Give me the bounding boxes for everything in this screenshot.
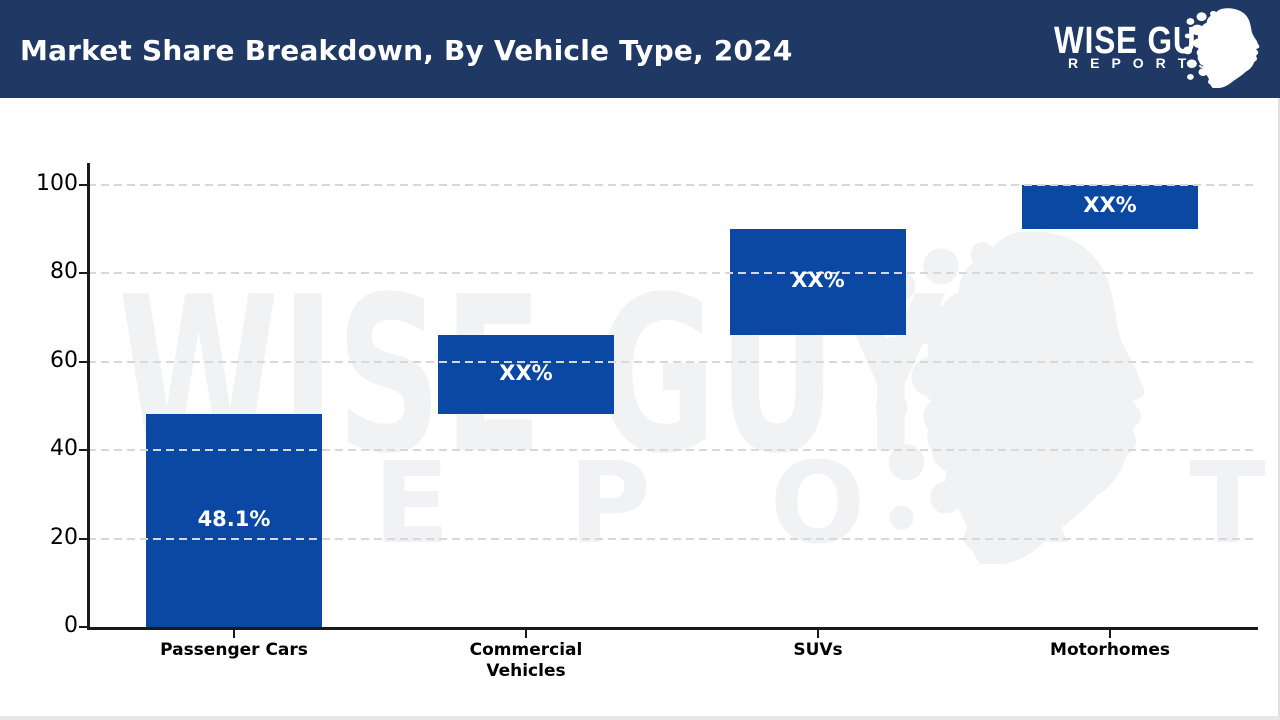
bar-4 [1022, 185, 1198, 230]
x-axis-line [87, 627, 1258, 630]
logo-text-reports: REPORTS [1068, 55, 1220, 71]
right-border [1278, 98, 1280, 716]
y-tick-mark [79, 360, 87, 363]
x-category-label: Commercial Vehicles [469, 640, 583, 682]
bar-value-label: XX% [1083, 193, 1137, 218]
x-tick-mark [1109, 630, 1111, 638]
gridline [88, 184, 1256, 187]
brand-logo: WISE GUY REPORTS [1022, 0, 1272, 98]
logo-text-wiseguy: WISE GUY [1054, 20, 1219, 62]
gridline [88, 360, 1256, 363]
header-bar: Market Share Breakdown, By Vehicle Type,… [0, 0, 1280, 98]
x-category-label: Passenger Cars [160, 640, 308, 660]
bar-3 [730, 229, 906, 336]
bar-2 [438, 335, 614, 415]
y-tick-label: 100 [36, 171, 78, 197]
x-tick-mark [817, 630, 819, 638]
x-tick-mark [525, 630, 527, 638]
x-tick-mark [233, 630, 235, 638]
y-tick-mark [79, 272, 87, 275]
y-tick-label: 0 [64, 613, 78, 638]
y-tick-mark [79, 184, 87, 187]
face-logo-icon [1183, 8, 1260, 89]
face-watermark [875, 231, 1145, 564]
gridline [88, 449, 1256, 452]
gridline [88, 272, 1256, 275]
y-tick-label: 20 [50, 524, 78, 550]
y-axis-line [87, 163, 90, 630]
y-tick-mark [79, 537, 87, 540]
y-tick-mark [79, 449, 87, 452]
y-tick-label: 40 [50, 436, 78, 462]
bar-value-label: 48.1% [197, 506, 271, 531]
y-tick-mark [79, 626, 87, 628]
bottom-border [0, 716, 1280, 720]
y-tick-label: 60 [50, 347, 78, 373]
x-category-label: Motorhomes [1050, 640, 1170, 660]
gridline [88, 537, 1256, 540]
bar-value-label: XX% [791, 268, 845, 293]
chart-title: Market Share Breakdown, By Vehicle Type,… [20, 34, 793, 67]
y-tick-label: 80 [50, 259, 78, 285]
x-category-label: SUVs [793, 640, 843, 660]
bar-value-label: XX% [499, 360, 553, 385]
